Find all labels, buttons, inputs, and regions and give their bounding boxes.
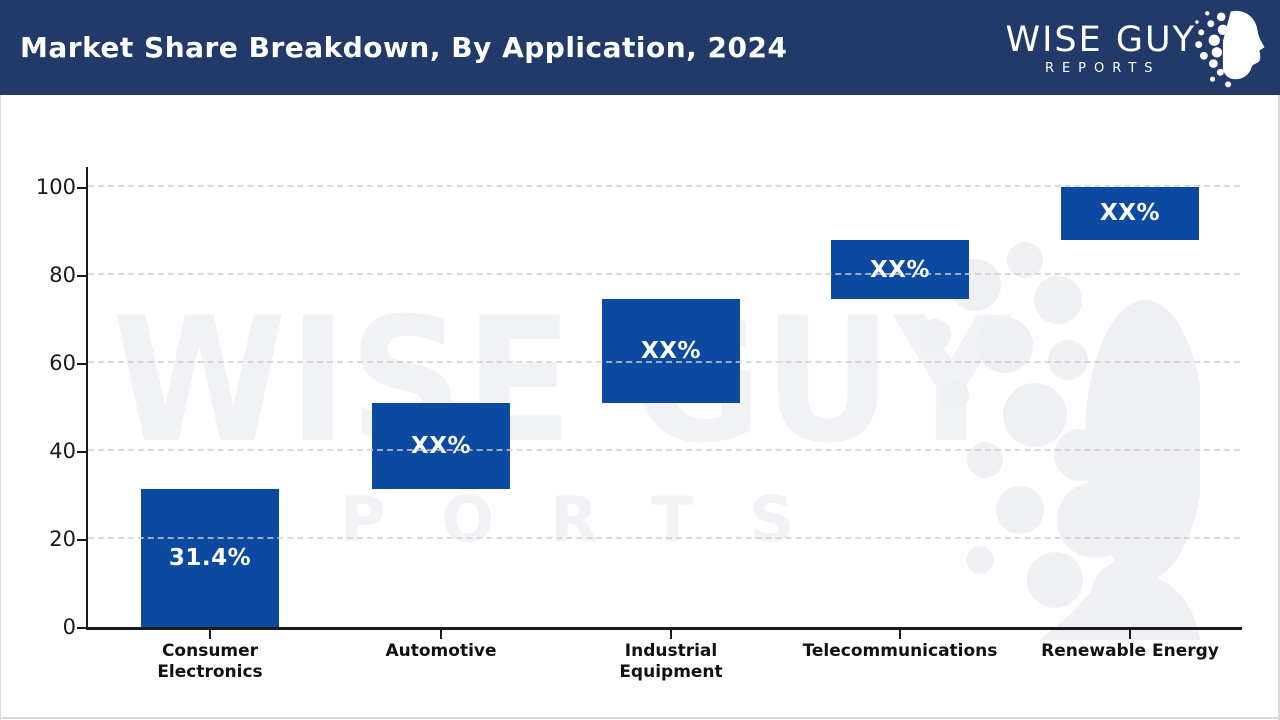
y-tick-mark xyxy=(77,539,86,541)
bar-value-label: XX% xyxy=(869,256,930,283)
gridline-60 xyxy=(88,361,1240,363)
y-tick-label-100: 100 xyxy=(35,175,76,199)
x-tick-label-renewable-energy: Renewable Energy xyxy=(1041,641,1219,661)
y-tick-label-80: 80 xyxy=(49,263,76,287)
bar-value-label: 31.4% xyxy=(168,544,252,571)
x-tick-mark xyxy=(209,630,211,639)
plot-area: 31.4% XX% XX% XX% XX% xyxy=(88,170,1240,627)
watermark-face-icon xyxy=(890,170,1205,644)
page-border-left xyxy=(0,95,1,720)
x-tick-mark xyxy=(899,630,901,639)
y-axis-spine xyxy=(86,167,88,630)
x-tick-mark xyxy=(1129,630,1131,639)
gridline-20 xyxy=(88,537,1240,539)
gridline-40 xyxy=(88,449,1240,451)
y-tick-mark xyxy=(77,363,86,365)
y-tick-mark xyxy=(77,627,86,629)
bar-value-label: XX% xyxy=(410,432,471,459)
x-tick-mark xyxy=(440,630,442,639)
y-tick-label-0: 0 xyxy=(62,615,76,639)
bar-telecommunications: XX% xyxy=(831,239,969,300)
header: Market Share Breakdown, By Application, … xyxy=(0,0,1280,95)
y-tick-label-40: 40 xyxy=(49,439,76,463)
page-border-bottom xyxy=(0,717,1280,719)
y-tick-mark xyxy=(77,187,86,189)
x-tick-label-consumer-electronics: Consumer Electronics xyxy=(157,641,263,682)
bar-consumer-electronics: 31.4% xyxy=(141,488,279,627)
bar-value-label: XX% xyxy=(1099,200,1160,227)
bar-renewable-energy: XX% xyxy=(1061,187,1199,240)
page-border-right xyxy=(1278,95,1280,720)
y-tick-mark xyxy=(77,451,86,453)
x-tick-mark xyxy=(670,630,672,639)
gridline-100 xyxy=(88,185,1240,187)
x-tick-label-telecommunications: Telecommunications xyxy=(802,641,998,661)
logo-face-icon xyxy=(1190,6,1268,90)
bar-value-label: XX% xyxy=(640,337,701,364)
bar-industrial-equipment: XX% xyxy=(602,299,740,403)
x-axis-spine xyxy=(86,627,1242,630)
y-tick-label-60: 60 xyxy=(49,351,76,375)
logo-subtitle: REPORTS xyxy=(1044,60,1161,76)
x-tick-label-industrial-equipment: Industrial Equipment xyxy=(619,641,723,682)
chart-area: WISE GUY REPORTS 31.4% XX% XX% XX% XX% 0 20 40… xyxy=(0,95,1280,720)
x-tick-label-automotive: Automotive xyxy=(385,641,497,661)
logo-wordmark: WISE GUY xyxy=(1005,19,1196,60)
gridline-80 xyxy=(88,273,1240,275)
y-tick-mark xyxy=(77,275,86,277)
logo-text: WISE GUY REPORTS xyxy=(1005,21,1196,76)
page-title: Market Share Breakdown, By Application, … xyxy=(20,31,788,64)
wiseguy-logo: WISE GUY REPORTS xyxy=(1005,6,1268,90)
watermark-wordmark: WISE GUY xyxy=(112,280,1011,481)
bar-automotive: XX% xyxy=(372,402,510,489)
y-tick-label-20: 20 xyxy=(49,527,76,551)
